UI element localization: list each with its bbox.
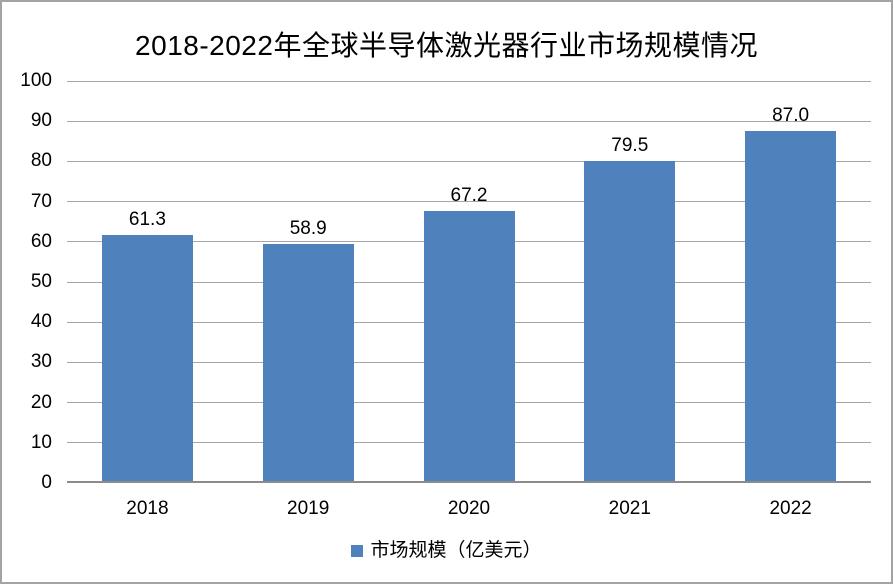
y-tick-label-50: 50 bbox=[30, 271, 52, 292]
bar-2022 bbox=[745, 131, 837, 481]
x-tick-label-2021: 2021 bbox=[608, 498, 651, 519]
bar-value-label-2019: 58.9 bbox=[289, 218, 327, 240]
x-tick-label-2020: 2020 bbox=[447, 498, 491, 519]
y-tick-label-30: 30 bbox=[30, 351, 52, 373]
bar-2018 bbox=[101, 234, 193, 481]
y-tick-label-90: 90 bbox=[30, 110, 52, 132]
bar-value-label-2020: 67.2 bbox=[450, 184, 488, 206]
x-tick-label-2019: 2019 bbox=[287, 498, 330, 519]
bar-2020 bbox=[423, 210, 515, 481]
y-tick-label-70: 70 bbox=[30, 190, 52, 212]
gridline-80 bbox=[67, 160, 871, 162]
y-tick-label-60: 60 bbox=[30, 230, 52, 252]
bar-value-label-2021: 79.5 bbox=[611, 135, 649, 157]
bar-value-label-2022: 87.0 bbox=[772, 105, 810, 127]
bar-2019 bbox=[262, 244, 354, 481]
gridline-90 bbox=[67, 120, 871, 122]
plot-area: 61.3 58.9 67.2 79.5 87.0 bbox=[67, 80, 871, 483]
gridline-70 bbox=[67, 201, 871, 203]
x-tick-label-2018: 2018 bbox=[126, 498, 169, 519]
y-tick-label-80: 80 bbox=[30, 150, 52, 172]
legend-series-label: 市场规模（亿美元） bbox=[370, 540, 542, 561]
legend: 市场规模（亿美元） bbox=[2, 540, 891, 562]
x-axis: 2018 2019 2020 2021 2022 bbox=[67, 498, 871, 522]
legend-marker-square-icon bbox=[351, 545, 364, 557]
y-tick-label-10: 10 bbox=[30, 431, 52, 453]
y-tick-label-0: 0 bbox=[41, 472, 52, 493]
bar-2021 bbox=[584, 161, 676, 481]
bar-value-label-2018: 61.3 bbox=[128, 208, 166, 230]
y-tick-label-40: 40 bbox=[30, 311, 52, 333]
gridline-100 bbox=[67, 80, 871, 82]
y-tick-label-100: 100 bbox=[20, 70, 52, 91]
chart-title: 2018-2022年全球半导体激光器行业市场规模情况 bbox=[135, 30, 758, 61]
y-tick-label-20: 20 bbox=[30, 391, 52, 413]
x-tick-label-2022: 2022 bbox=[769, 498, 812, 519]
